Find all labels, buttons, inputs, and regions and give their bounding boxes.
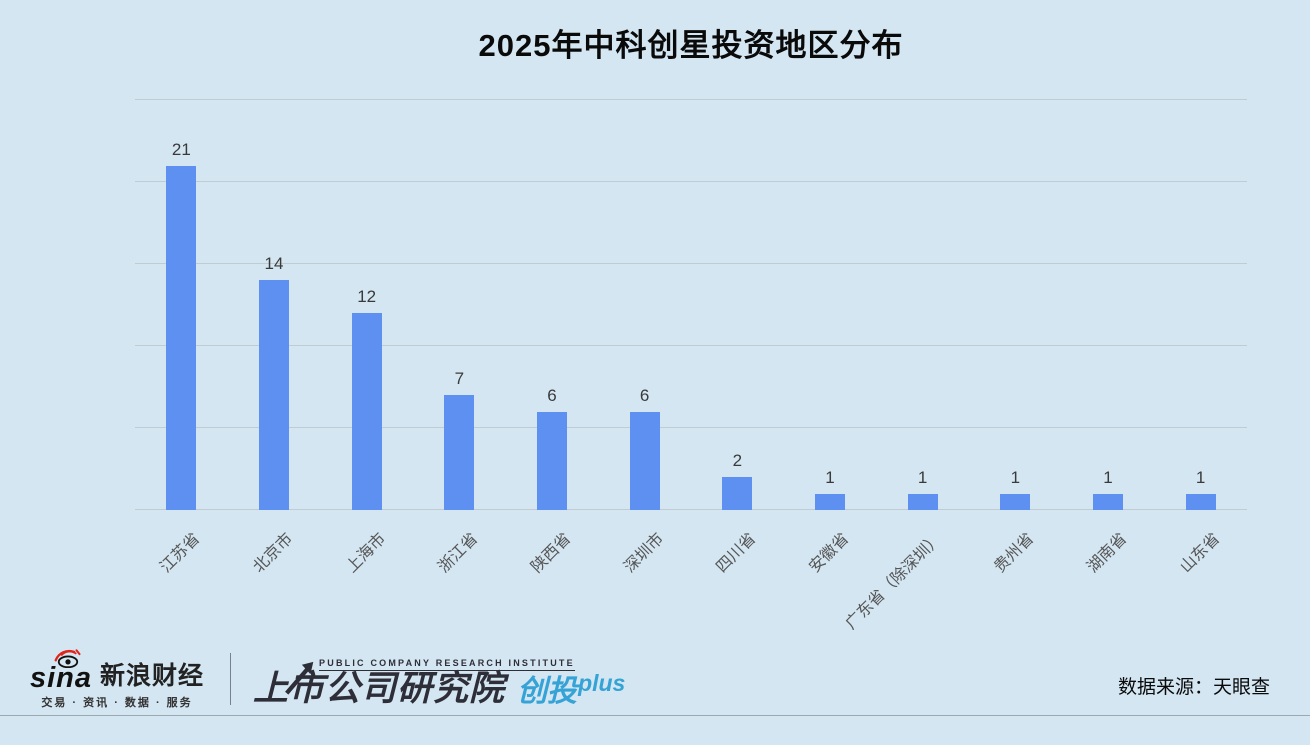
x-axis-label: 山东省 [1176,530,1223,577]
chuangtou-plus-logo: 创投plus [517,670,626,709]
gridline [135,263,1247,264]
x-axis-labels: 江苏省 北京市 上海市 浙江省 陕西省 深圳市 四川省 安徽省 广东省（除深圳） 贵州省 湖南省 山东… [135,510,1247,640]
x-axis-label: 湖南省 [1084,530,1131,577]
sina-finance-name: 新浪财经 [100,661,205,690]
bar-value-label: 6 [547,385,557,405]
bar-value-label: 1 [1103,467,1113,487]
bar-浙江省 [444,395,475,510]
up-arrow-icon [285,661,314,695]
bar-贵州省 [1000,493,1031,510]
x-axis-label: 上海市 [342,530,389,577]
bar-北京市 [259,280,289,510]
x-axis-label: 广东省（除深圳） [842,530,945,633]
research-institute-logo: PUBLIC COMPANY RESEARCH INSTITUTE 上市公司研究… [253,651,625,708]
gridline [135,509,1247,510]
sina-wordmark: sina [30,661,93,694]
logo-separator [230,653,232,705]
bar-四川省 [722,477,753,510]
bar-chart-plot-area: 21 14 12 7 6 6 2 1 1 1 1 1 [135,99,1247,510]
bar-value-label: 1 [1010,467,1021,487]
plus-suffix: plus [578,670,626,697]
footer-logos: sina 新浪财经 交易 · 资讯 · 数据 · 服务 PUBLIC COMPA… [30,648,625,710]
gridline [135,99,1247,100]
sina-tagline: 交易 · 资讯 · 数据 · 服务 [41,697,193,710]
chart-title: 2025年中科创星投资地区分布 [478,28,904,63]
bar-江苏省 [166,165,197,510]
bar-广东省（除深圳） [907,493,938,510]
bar-value-label: 21 [171,139,191,159]
bar-陕西省 [537,411,567,510]
bar-value-label: 6 [639,385,650,405]
bar-value-label: 1 [825,467,835,487]
gridline [135,345,1247,346]
gridline [135,427,1247,428]
data-source-note: 数据来源：天眼查 [1117,677,1270,698]
institute-name-cn: 上市公司研究院 [253,661,505,708]
sina-finance-logo: sina 新浪财经 交易 · 资讯 · 数据 · 服务 [30,648,204,711]
gridline [135,181,1247,182]
x-axis-label: 浙江省 [435,530,482,577]
x-axis-label: 北京市 [250,530,297,577]
bar-上海市 [351,313,382,510]
institute-name-en: PUBLIC COMPANY RESEARCH INSTITUTE [319,658,575,671]
x-axis-label: 安徽省 [806,530,853,577]
bar-value-label: 12 [357,287,377,307]
bar-山东省 [1185,493,1216,510]
x-axis-label: 陕西省 [528,530,575,577]
footer-divider-line [0,715,1310,716]
bar-湖南省 [1093,493,1123,510]
bar-value-label: 7 [454,369,465,389]
bar-value-label: 1 [917,467,928,487]
x-axis-label: 深圳市 [620,530,667,577]
x-axis-label: 江苏省 [157,530,204,577]
x-axis-label: 四川省 [713,530,760,577]
bar-value-label: 1 [1195,467,1206,487]
bar-value-label: 2 [732,451,743,471]
bar-深圳市 [629,411,660,510]
x-axis-label: 贵州省 [991,530,1038,577]
sina-eye-icon [54,648,81,668]
bar-value-label: 14 [264,254,284,274]
bar-安徽省 [815,493,845,510]
